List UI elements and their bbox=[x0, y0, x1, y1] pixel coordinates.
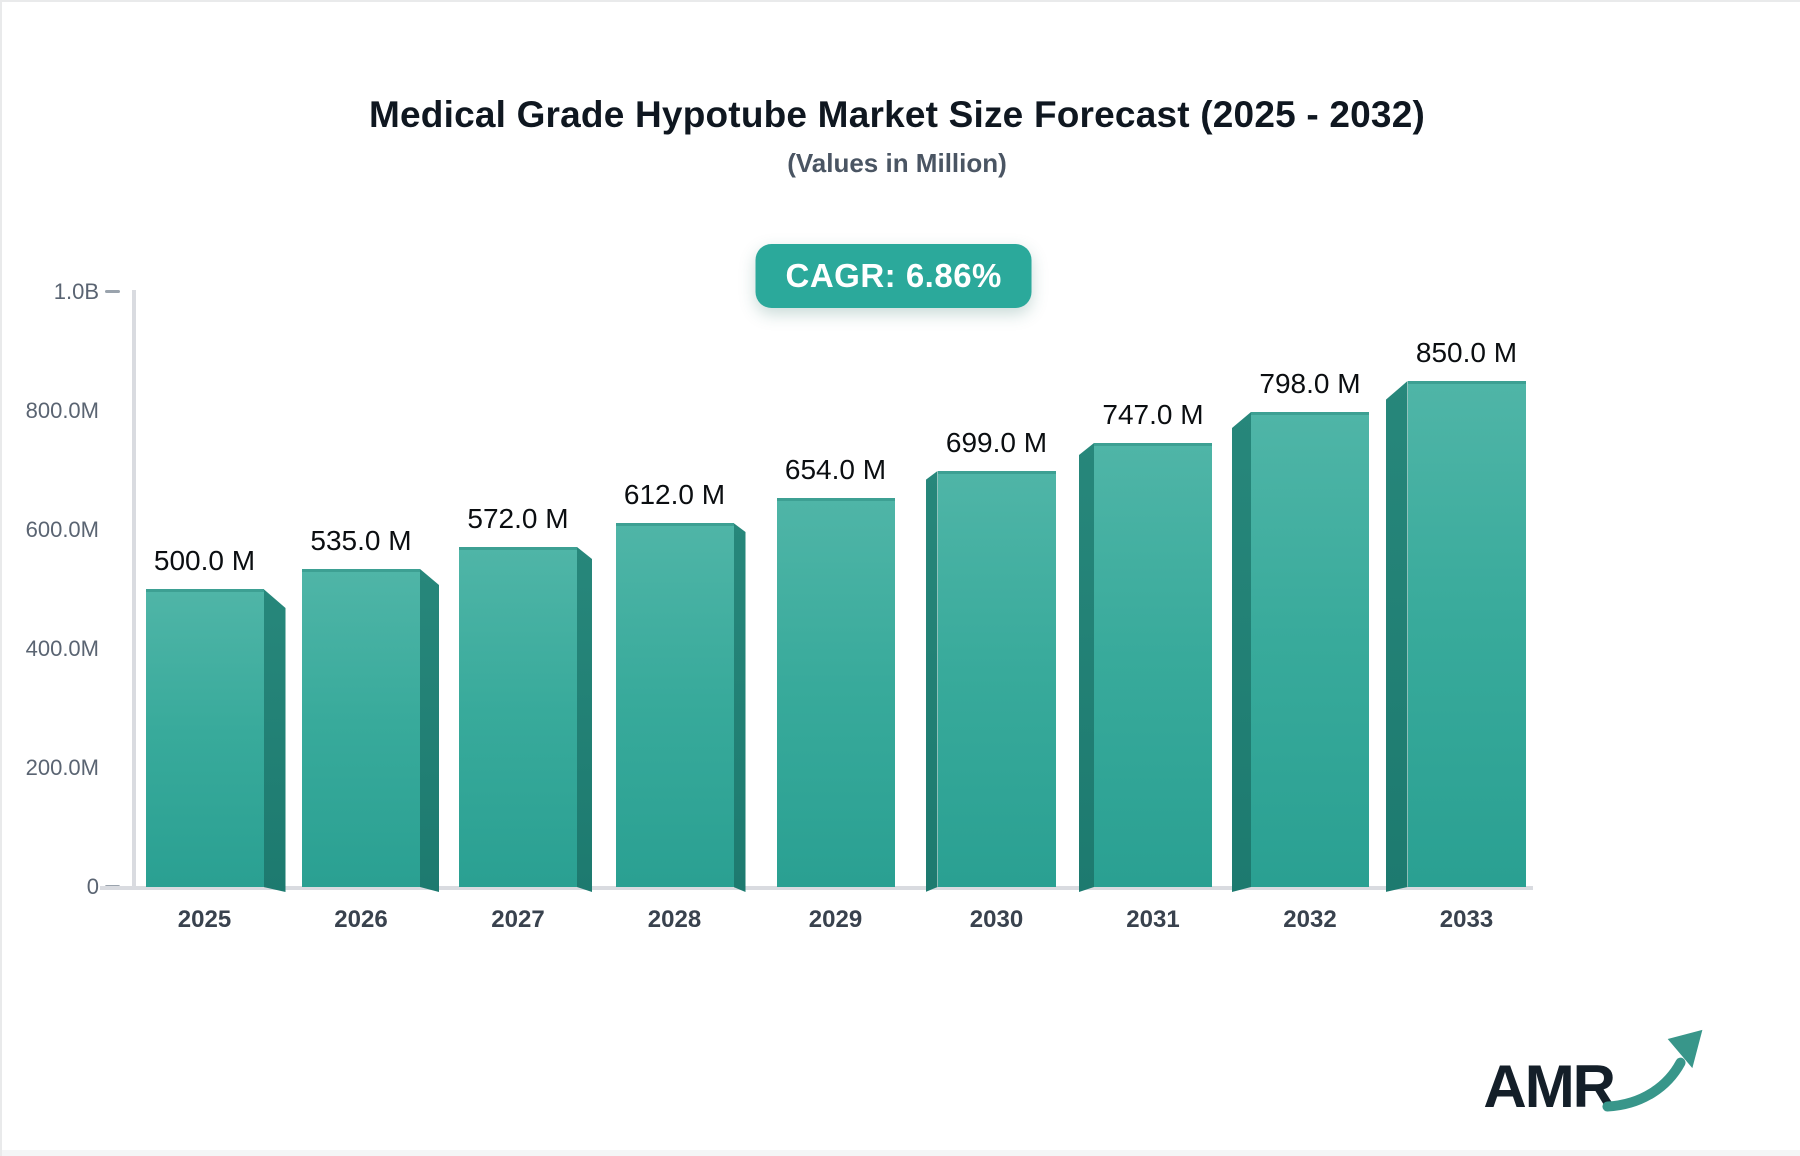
amr-logo[interactable]: AMR bbox=[1483, 1028, 1706, 1118]
bar-value-label: 572.0 M bbox=[467, 503, 569, 534]
x-tick-label-2032: 2032 bbox=[1283, 906, 1337, 933]
bar-2032[interactable] bbox=[1251, 412, 1369, 887]
bar-side-face-2033 bbox=[1386, 381, 1408, 892]
bar-side-face-2032 bbox=[1232, 412, 1251, 892]
y-tick-label: 400.0M bbox=[25, 636, 99, 661]
y-tick-label: 200.0M bbox=[25, 755, 99, 780]
bar-2028[interactable] bbox=[615, 523, 734, 887]
x-tick-label-2030: 2030 bbox=[969, 906, 1024, 933]
y-tick-mark bbox=[105, 290, 120, 293]
y-tick-label: 1.0B bbox=[53, 279, 99, 304]
bar-side-face-2025 bbox=[264, 589, 286, 892]
x-tick-label-2033: 2033 bbox=[1439, 906, 1494, 933]
chart-title: Medical Grade Hypotube Market Size Forec… bbox=[368, 94, 1426, 135]
bar-value-label: 747.0 M bbox=[1102, 399, 1204, 430]
bar-2027[interactable] bbox=[459, 547, 577, 887]
x-tick-label-2029: 2029 bbox=[808, 906, 863, 933]
bar-2025[interactable] bbox=[145, 589, 264, 887]
growth-arrow-icon bbox=[1602, 1029, 1703, 1112]
x-tick-label-2025: 2025 bbox=[177, 906, 232, 933]
x-tick-label-2027: 2027 bbox=[491, 906, 545, 933]
bar-side-face-2030 bbox=[926, 471, 938, 892]
bar-value-label: 654.0 M bbox=[784, 454, 887, 485]
y-tick-label: 0 bbox=[86, 874, 99, 899]
x-tick-label-2028: 2028 bbox=[647, 906, 702, 933]
x-axis-line bbox=[100, 886, 1533, 890]
bar-side-face-2027 bbox=[577, 547, 592, 892]
cagr-badge: CAGR: 6.86% bbox=[755, 244, 1032, 308]
top-edge-divider bbox=[2, 0, 1800, 2]
bar-2033[interactable] bbox=[1407, 381, 1526, 887]
bar-side-face-2026 bbox=[420, 569, 439, 892]
y-tick-label: 800.0M bbox=[25, 398, 99, 423]
bottom-edge-divider bbox=[2, 1150, 1800, 1156]
y-axis-line bbox=[132, 290, 136, 890]
bar-value-label: 798.0 M bbox=[1259, 368, 1361, 399]
bar-value-label: 535.0 M bbox=[310, 525, 412, 556]
bar-value-label: 699.0 M bbox=[945, 427, 1048, 458]
amr-logo-text: AMR bbox=[1483, 1053, 1616, 1120]
bar-2029[interactable] bbox=[776, 498, 895, 887]
bar-side-face-2028 bbox=[734, 523, 746, 892]
bar-2026[interactable] bbox=[302, 569, 420, 887]
x-tick-label-2031: 2031 bbox=[1126, 906, 1180, 933]
bar-value-label: 500.0 M bbox=[153, 545, 256, 576]
bar-side-face-2031 bbox=[1079, 443, 1094, 892]
bar-2030[interactable] bbox=[937, 471, 1056, 887]
chart-subtitle: (Values in Million) bbox=[787, 148, 1007, 178]
bar-value-label: 850.0 M bbox=[1415, 337, 1518, 368]
x-tick-label-2026: 2026 bbox=[334, 906, 388, 933]
bar-2031[interactable] bbox=[1094, 443, 1212, 887]
y-tick-label: 600.0M bbox=[25, 517, 99, 542]
bar-value-label: 612.0 M bbox=[623, 479, 726, 510]
